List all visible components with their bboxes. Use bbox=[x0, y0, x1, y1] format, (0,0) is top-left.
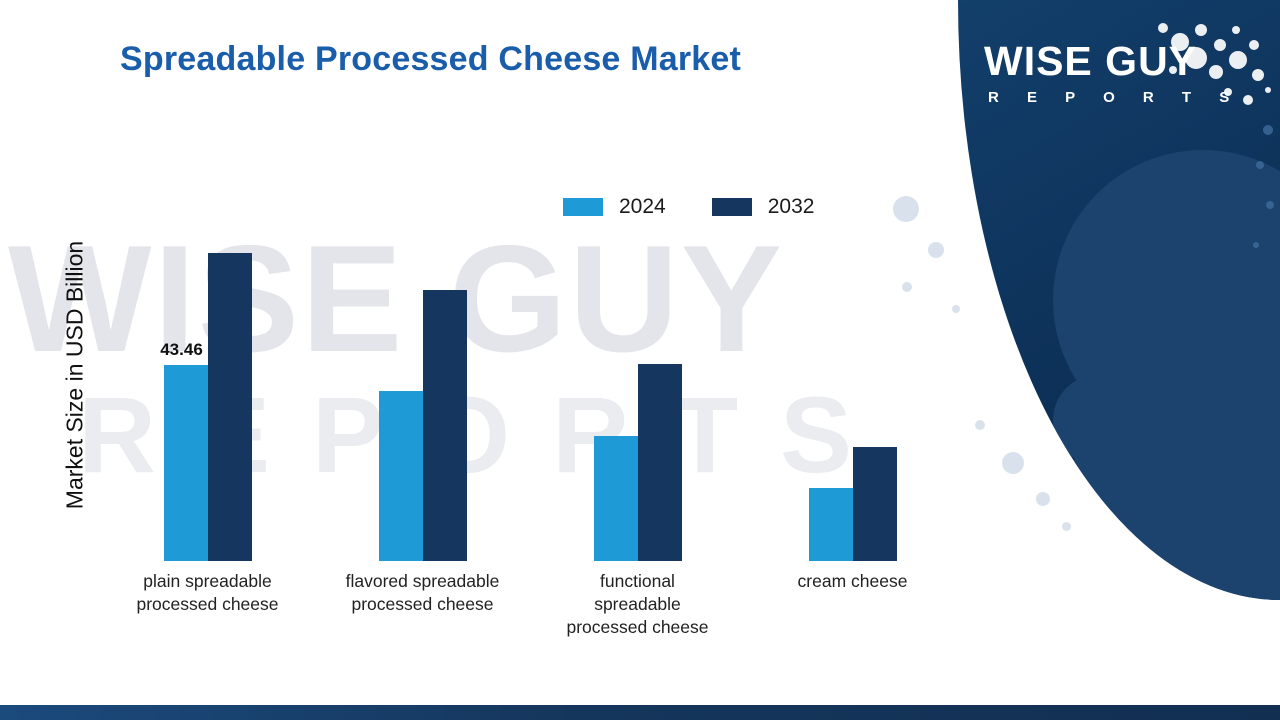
bar-group: functional spreadable processed cheese bbox=[530, 246, 745, 639]
page-title: Spreadable Processed Cheese Market bbox=[120, 40, 741, 78]
bubble-decoration bbox=[893, 196, 919, 222]
bar-2032 bbox=[637, 363, 682, 561]
bar-group: 43.46 plain spreadable processed cheese bbox=[100, 246, 315, 639]
brand-logo-subtitle: R E P O R T S bbox=[988, 89, 1242, 106]
bubble-decoration bbox=[1062, 522, 1071, 531]
bar-2032 bbox=[422, 289, 467, 561]
brand-logo-panel: WISE GUY R E P O R T S bbox=[958, 0, 1280, 600]
bubble-decoration bbox=[952, 305, 960, 313]
head-silhouette-graphic bbox=[1053, 23, 1280, 600]
watermark-line1: WISE GUY bbox=[8, 214, 785, 384]
brand-logo-title: WISE GUY bbox=[984, 38, 1198, 84]
bar-2024 bbox=[808, 488, 853, 561]
bar-2024 bbox=[593, 436, 638, 561]
bubble-decoration bbox=[928, 242, 944, 258]
category-label: functional spreadable processed cheese bbox=[566, 571, 709, 638]
dot-cluster-icon bbox=[1158, 23, 1271, 105]
bar-value-label: 43.46 bbox=[160, 340, 203, 360]
bubble-decoration bbox=[902, 282, 912, 292]
footer-bar bbox=[0, 705, 1280, 720]
legend: 2024 2032 bbox=[563, 195, 814, 219]
bubble-decoration bbox=[975, 420, 985, 430]
category-label: cream cheese bbox=[797, 571, 908, 591]
bar-pair bbox=[378, 246, 467, 561]
category-label: plain spreadable processed cheese bbox=[136, 571, 279, 615]
bar-2032 bbox=[207, 252, 252, 561]
bar-group: flavored spreadable processed cheese bbox=[315, 246, 530, 639]
bar-2024 bbox=[163, 365, 208, 561]
bar-pair bbox=[593, 246, 682, 561]
legend-label: 2024 bbox=[619, 195, 666, 218]
bar-group: cream cheese bbox=[745, 246, 960, 639]
legend-swatch bbox=[563, 198, 603, 216]
bar-2032 bbox=[852, 447, 897, 561]
y-axis-label: Market Size in USD Billion bbox=[61, 240, 88, 510]
category-label: flavored spreadable processed cheese bbox=[345, 571, 500, 615]
bubble-decoration bbox=[1002, 452, 1024, 474]
plot-area: 43.46 plain spreadable processed cheese fl… bbox=[100, 246, 960, 639]
bubble-decoration bbox=[1036, 492, 1050, 506]
brand-logo: WISE GUY R E P O R T S bbox=[984, 38, 1241, 106]
bar-2024 bbox=[378, 390, 423, 561]
legend-item: 2032 bbox=[711, 195, 815, 219]
legend-swatch bbox=[711, 198, 752, 216]
legend-item: 2024 bbox=[563, 195, 666, 219]
bar-pair: 43.46 bbox=[160, 246, 252, 561]
legend-label: 2032 bbox=[767, 195, 815, 218]
bar-pair bbox=[808, 246, 897, 561]
